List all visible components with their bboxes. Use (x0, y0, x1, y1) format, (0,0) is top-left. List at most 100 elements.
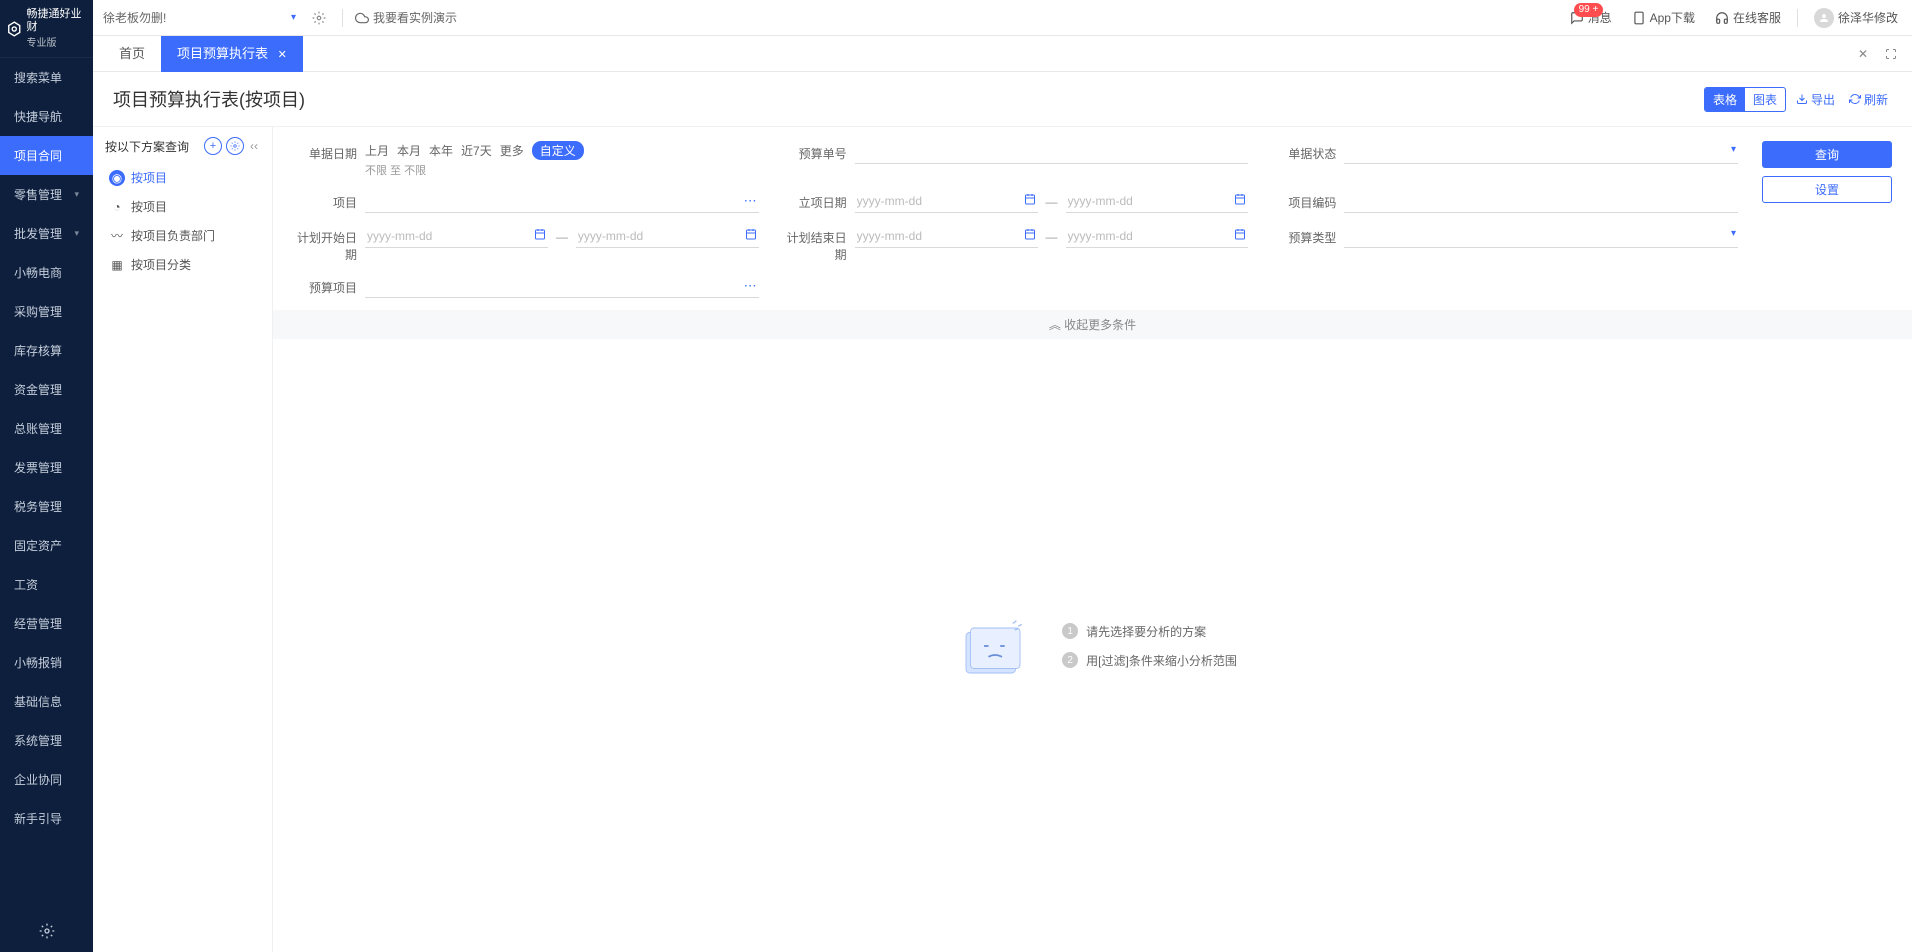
step-number: 2 (1062, 652, 1078, 668)
calendar-icon[interactable] (1234, 193, 1246, 208)
view-toggle: 表格 图表 (1704, 87, 1786, 112)
input-plan-start-from[interactable] (365, 225, 548, 248)
select-budget-type[interactable] (1344, 225, 1738, 248)
filter-scheme-item[interactable]: 〰按项目负责部门 (93, 221, 272, 250)
filter-scheme-item[interactable]: ◔按项目 (93, 192, 272, 221)
settings-icon-button[interactable] (308, 7, 330, 29)
input-setup-date-to[interactable] (1066, 190, 1249, 213)
input-project-code[interactable] (1344, 190, 1738, 213)
sidebar-item-label: 系统管理 (14, 732, 62, 749)
app-download-action[interactable]: App下载 (1628, 9, 1699, 26)
label-budget-type: 预算类型 (1272, 225, 1336, 246)
collapse-conditions[interactable]: ︽ 收起更多条件 (273, 310, 1912, 339)
filter-scheme-item[interactable]: ◉按项目 (93, 163, 272, 192)
sidebar-item[interactable]: 系统管理 (0, 721, 93, 760)
sidebar-item-label: 税务管理 (14, 498, 62, 515)
support-action[interactable]: 在线客服 (1711, 9, 1785, 26)
sidebar-item[interactable]: 经营管理 (0, 604, 93, 643)
view-table-button[interactable]: 表格 (1705, 88, 1745, 111)
sidebar-item[interactable]: 资金管理 (0, 370, 93, 409)
input-plan-end-to[interactable] (1066, 225, 1249, 248)
sidebar-item[interactable]: 搜索菜单 (0, 58, 93, 97)
demo-link[interactable]: 我要看实例演示 (355, 9, 457, 26)
sidebar-item[interactable]: 采购管理 (0, 292, 93, 331)
lookup-icon[interactable]: ⋯ (744, 278, 757, 294)
field-setup-date: 立项日期 — (783, 190, 1249, 213)
messages-action[interactable]: 99 + 消息 (1566, 9, 1616, 26)
sidebar-item[interactable]: 新手引导 (0, 799, 93, 838)
export-button[interactable]: 导出 (1792, 91, 1839, 108)
chevron-down-icon: ▾ (1731, 144, 1736, 155)
sidebar-item[interactable]: 总账管理 (0, 409, 93, 448)
tab-close-button[interactable]: ✕ (1852, 43, 1874, 65)
quick-custom[interactable]: 自定义 (532, 141, 584, 160)
input-budget-item[interactable] (365, 275, 759, 298)
quick-last-month[interactable]: 上月 (365, 142, 389, 159)
chevron-down-icon: ▾ (291, 12, 296, 23)
quick-this-month[interactable]: 本月 (397, 142, 421, 159)
tab-active[interactable]: 项目预算执行表 ✕ (161, 36, 303, 72)
sidebar-item[interactable]: 企业协同 (0, 760, 93, 799)
sidebar-item[interactable]: 税务管理 (0, 487, 93, 526)
sidebar-item[interactable]: 工资 (0, 565, 93, 604)
query-button[interactable]: 查询 (1762, 141, 1892, 168)
input-plan-end-from[interactable] (855, 225, 1038, 248)
sidebar-settings[interactable] (0, 913, 93, 952)
sidebar-item[interactable]: 固定资产 (0, 526, 93, 565)
quick-this-year[interactable]: 本年 (429, 142, 453, 159)
tab-home[interactable]: 首页 (103, 36, 161, 72)
calendar-icon[interactable] (1024, 228, 1036, 243)
refresh-button[interactable]: 刷新 (1845, 91, 1892, 108)
sidebar-item[interactable]: 基础信息 (0, 682, 93, 721)
input-plan-start-to[interactable] (576, 225, 759, 248)
input-project[interactable] (365, 190, 759, 213)
empty-illustration-icon (948, 601, 1038, 691)
input-setup-date-from[interactable] (855, 190, 1038, 213)
calendar-icon[interactable] (534, 228, 546, 243)
close-icon[interactable]: ✕ (278, 49, 287, 61)
input-budget-no[interactable] (855, 141, 1249, 164)
user-menu[interactable]: 徐泽华修改 (1810, 8, 1902, 28)
sidebar-item[interactable]: 小畅报销 (0, 643, 93, 682)
field-budget-item: 预算项目 ⋯ (293, 275, 759, 298)
collapse-sidebar-icon[interactable]: ‹‹ (248, 139, 260, 153)
calendar-icon[interactable] (1234, 228, 1246, 243)
lookup-icon[interactable]: ⋯ (744, 193, 757, 209)
quick-more[interactable]: 更多 (500, 142, 524, 159)
sidebar-item[interactable]: 批发管理▾ (0, 214, 93, 253)
calendar-icon[interactable] (1024, 193, 1036, 208)
filter-scheme-item[interactable]: ▦按项目分类 (93, 250, 272, 279)
sidebar-item[interactable]: 发票管理 (0, 448, 93, 487)
filter-scheme-icon: 〰 (109, 228, 125, 244)
sidebar-item[interactable]: 零售管理▾ (0, 175, 93, 214)
date-range-text: 不限 至 不限 (365, 162, 759, 178)
username: 徐泽华修改 (1838, 9, 1898, 26)
label-project: 项目 (293, 190, 357, 211)
chevron-up-icon: ︽ (1049, 318, 1064, 332)
filter-settings-icon[interactable] (226, 137, 244, 155)
fullscreen-icon[interactable] (1880, 43, 1902, 65)
sidebar-item-label: 基础信息 (14, 693, 62, 710)
add-filter-icon[interactable]: + (204, 137, 222, 155)
filter-scheme-label: 按项目 (131, 198, 167, 215)
refresh-icon (1849, 93, 1861, 105)
select-doc-status[interactable] (1344, 141, 1738, 164)
sidebar-nav: 搜索菜单快捷导航项目合同零售管理▾批发管理▾小畅电商采购管理库存核算资金管理总账… (0, 58, 93, 913)
sidebar-item[interactable]: 项目合同 (0, 136, 93, 175)
tenant-selector[interactable]: 徐老板勿删! ▾ (103, 9, 296, 26)
page-header: 项目预算执行表(按项目) 表格 图表 导出 刷新 (93, 72, 1912, 127)
field-project-code: 项目编码 (1272, 190, 1738, 213)
settings-button[interactable]: 设置 (1762, 176, 1892, 203)
user-icon (1818, 12, 1830, 24)
sidebar-item-label: 采购管理 (14, 303, 62, 320)
label-plan-end: 计划结束日期 (783, 225, 847, 263)
calendar-icon[interactable] (745, 228, 757, 243)
filter-scheme-icon: ◉ (109, 170, 125, 186)
sidebar-item[interactable]: 库存核算 (0, 331, 93, 370)
sidebar-item[interactable]: 快捷导航 (0, 97, 93, 136)
view-chart-button[interactable]: 图表 (1745, 88, 1785, 111)
sidebar-item[interactable]: 小畅电商 (0, 253, 93, 292)
label-doc-date: 单据日期 (293, 141, 357, 162)
sidebar-item-label: 搜索菜单 (14, 69, 62, 86)
quick-last-7[interactable]: 近7天 (461, 142, 492, 159)
